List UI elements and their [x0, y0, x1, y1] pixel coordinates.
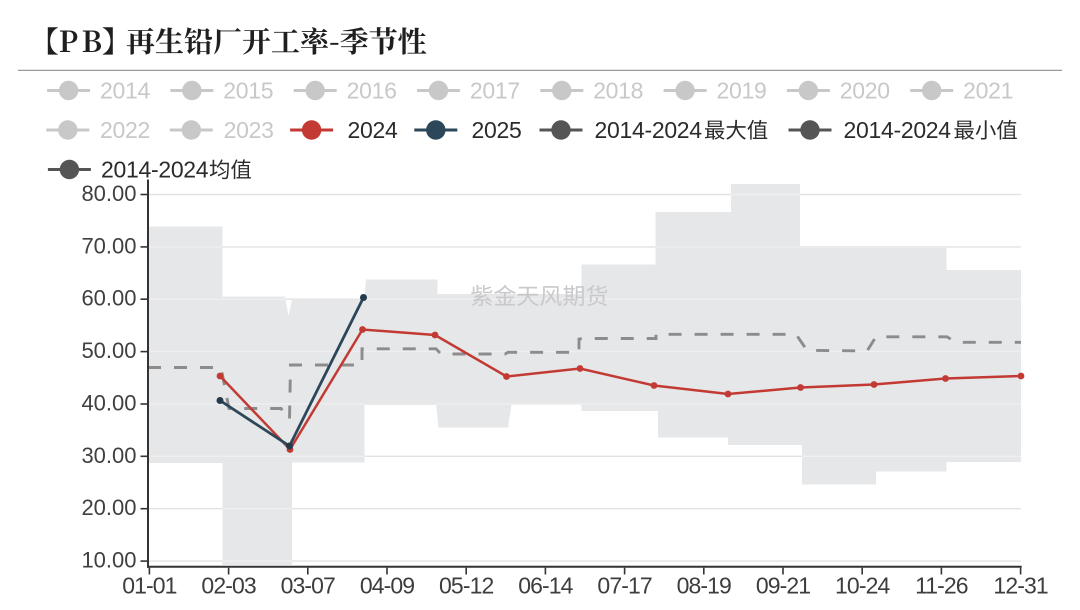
svg-text:07-17: 07-17	[597, 573, 651, 599]
svg-text:2016: 2016	[347, 78, 397, 104]
svg-text:09-21: 09-21	[756, 573, 810, 599]
svg-text:2023: 2023	[224, 117, 274, 143]
svg-text:2022: 2022	[100, 117, 150, 143]
svg-text:2019: 2019	[717, 78, 767, 104]
svg-text:04-09: 04-09	[360, 573, 414, 599]
svg-text:08-19: 08-19	[677, 573, 731, 599]
svg-text:2024: 2024	[348, 117, 398, 143]
svg-text:03-07: 03-07	[281, 573, 335, 599]
svg-text:05-12: 05-12	[439, 573, 493, 599]
svg-text:60.00: 60.00	[81, 286, 136, 311]
svg-text:20.00: 20.00	[81, 495, 136, 520]
svg-text:02-03: 02-03	[201, 573, 255, 599]
svg-text:10-24: 10-24	[835, 573, 890, 599]
svg-text:2021: 2021	[963, 78, 1013, 104]
svg-text:50.00: 50.00	[81, 338, 136, 363]
svg-text:12-31: 12-31	[993, 573, 1047, 599]
svg-text:01-01: 01-01	[122, 573, 176, 599]
svg-text:70.00: 70.00	[81, 233, 136, 258]
svg-text:2025: 2025	[472, 117, 522, 143]
svg-text:2014-2024: 2014-2024	[595, 117, 703, 143]
svg-text:2017: 2017	[470, 78, 520, 104]
svg-text:2020: 2020	[840, 78, 890, 104]
svg-text:2014-2024: 2014-2024	[844, 117, 952, 143]
svg-text:40.00: 40.00	[81, 391, 136, 416]
svg-text:2015: 2015	[223, 78, 273, 104]
svg-text:2018: 2018	[593, 78, 643, 104]
svg-text:2014: 2014	[100, 78, 150, 104]
svg-text:10.00: 10.00	[81, 548, 136, 573]
svg-text:80.00: 80.00	[81, 181, 136, 206]
svg-text:30.00: 30.00	[81, 443, 136, 468]
svg-text:2014-2024: 2014-2024	[101, 157, 209, 183]
svg-text:11-26: 11-26	[915, 573, 968, 599]
svg-text:06-14: 06-14	[518, 573, 573, 599]
